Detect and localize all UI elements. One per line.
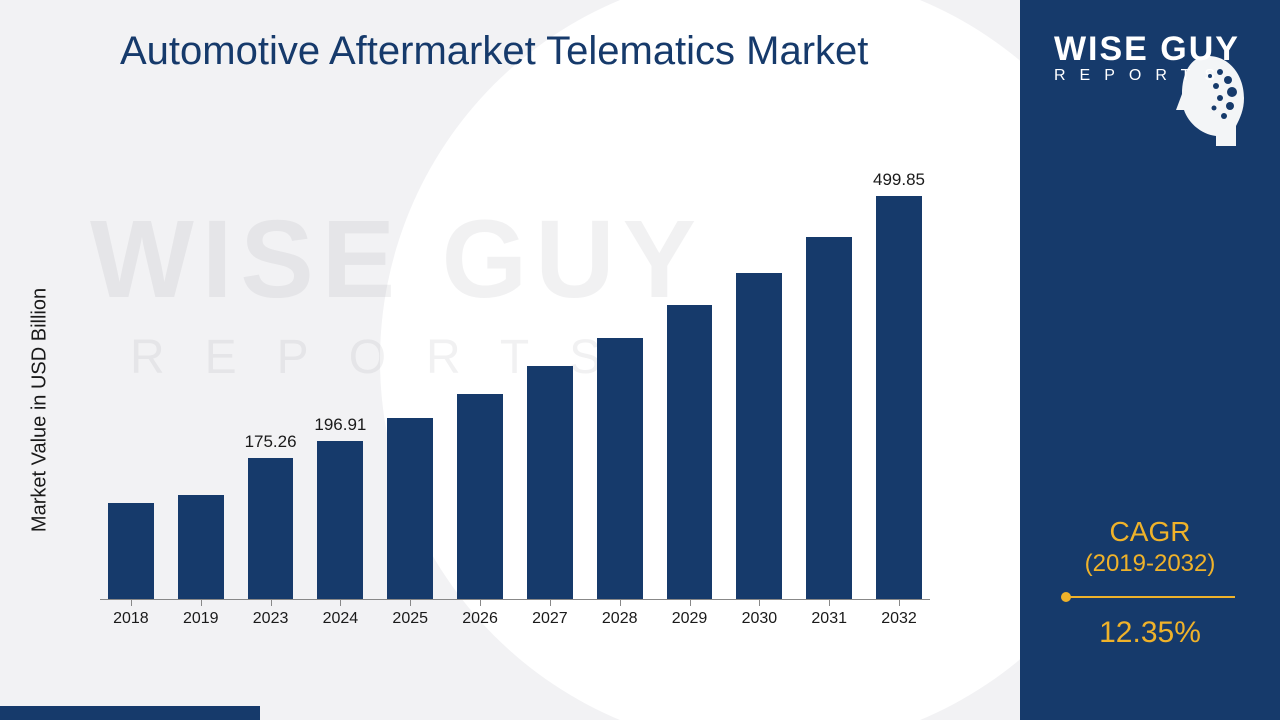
bar-wrap [527,366,573,600]
chart-title: Automotive Aftermarket Telematics Market [120,28,880,74]
x-tick: 2018 [108,600,154,640]
bar-value-label: 196.91 [314,415,366,435]
bar-wrap [108,503,154,600]
bar [178,495,224,600]
bar [806,237,852,600]
head-dots-icon [1170,52,1250,152]
bar-wrap [178,495,224,600]
bar-wrap: 175.26 [248,458,294,600]
infographic-stage: WISE GUY REPORTS Automotive Aftermarket … [0,0,1280,720]
bar-wrap [597,338,643,601]
bar-chart: Market Value in USD Billion 175.26196.91… [50,180,930,640]
bar [597,338,643,601]
cagr-value: 12.35% [1050,616,1250,650]
x-tick: 2019 [178,600,224,640]
y-axis-label: Market Value in USD Billion [29,288,52,532]
bar [457,394,503,600]
x-tick: 2025 [387,600,433,640]
brand-logo: WISE GUY REPORTS [1054,30,1240,85]
bar [667,305,713,600]
x-tick: 2031 [806,600,852,640]
bar-wrap [806,237,852,600]
bar [317,441,363,600]
x-tick: 2024 [317,600,363,640]
bar [527,366,573,600]
footer-accent-bar [0,706,260,720]
x-tick: 2026 [457,600,503,640]
bar [387,418,433,600]
bar [876,196,922,600]
bar-wrap: 499.85 [876,196,922,600]
x-tick: 2027 [527,600,573,640]
cagr-label: CAGR [1050,516,1250,548]
x-tick: 2029 [667,600,713,640]
bar [248,458,294,600]
x-tick: 2028 [597,600,643,640]
cagr-range: (2019-2032) [1050,550,1250,578]
bar-wrap [736,273,782,600]
bar-wrap: 196.91 [317,441,363,600]
bar-value-label: 175.26 [245,432,297,452]
cagr-block: CAGR (2019-2032) 12.35% [1050,516,1250,650]
bar [736,273,782,600]
bar-wrap [457,394,503,600]
x-axis: 2018 2019 2023 2024 2025 2026 2027 2028 2029 2030… [100,600,930,640]
bars-container: 175.26 196.91 499.85 [100,180,930,600]
x-tick: 2032 [876,600,922,640]
bar-wrap [387,418,433,600]
bar [108,503,154,600]
x-tick: 2023 [248,600,294,640]
bar-wrap [667,305,713,600]
cagr-divider [1065,596,1235,598]
bar-value-label: 499.85 [873,170,925,190]
x-tick: 2030 [736,600,782,640]
plot-area: 175.26 196.91 499.85 [100,180,930,600]
